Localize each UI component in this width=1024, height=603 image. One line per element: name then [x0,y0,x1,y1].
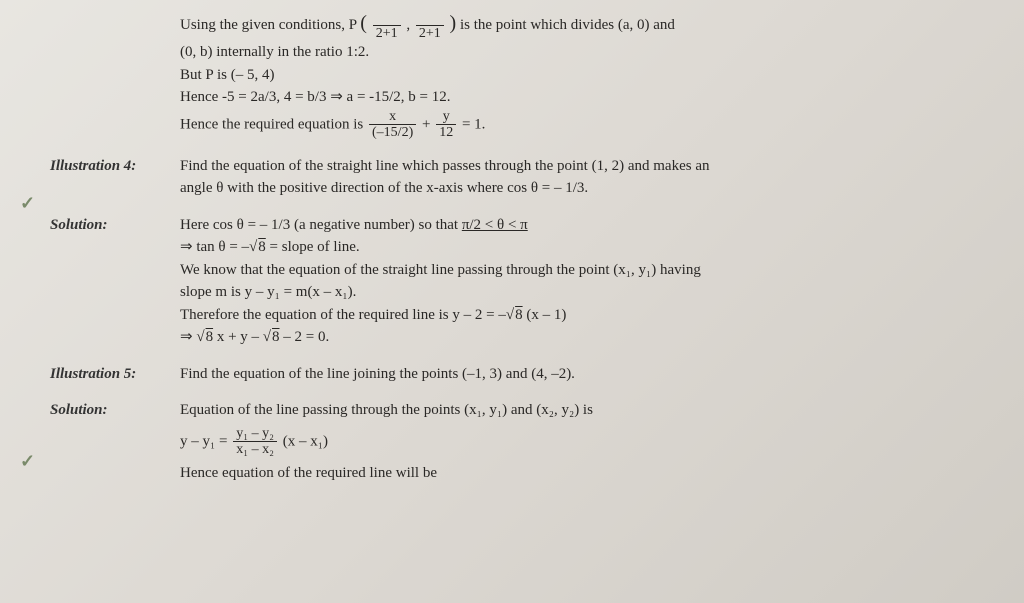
fraction: 2+1 [416,10,444,42]
sqrt: 8 [272,329,280,345]
text: y – y₁ = [180,433,231,449]
text-line: But P is (– 5, 4) [180,64,984,87]
solution-text: Here cos θ = – 1/3 (a negative number) s… [180,214,984,349]
text: x + y – √ [213,329,271,345]
tick-icon: ✓ [20,448,35,475]
illustration-4-header: Illustration 4: Find the equation of the… [50,155,984,200]
illustration-4-solution: Solution: Here cos θ = – 1/3 (a negative… [50,214,984,349]
solution-label: Solution: [50,399,180,484]
text: ⇒ tan θ = –√ [180,239,257,255]
fraction: y 12 [436,109,456,141]
range-text: π/2 < θ < π [462,217,528,233]
illustration-label: Illustration 4: [50,155,180,200]
fraction: 2+1 [373,10,401,42]
text-line: angle θ with the positive direction of t… [180,177,984,200]
text-line: Find the equation of the straight line w… [180,155,984,178]
text-line: Hence equation of the required line will… [180,462,984,485]
text: (x – 1) [523,307,567,323]
previous-solution-block: Using the given conditions, P ( 2+1 , 2+… [180,8,984,141]
text: Therefore the equation of the required l… [180,307,514,323]
tick-icon: ✓ [20,190,35,217]
text-line: Using the given conditions, P ( 2+1 , 2+… [180,8,984,41]
text: = 1. [462,116,485,132]
problem-text: Find the equation of the straight line w… [180,155,984,200]
solution-text: Equation of the line passing through the… [180,399,984,484]
text: Hence the required equation is [180,116,367,132]
text-line: Therefore the equation of the required l… [180,304,984,327]
text: + [422,116,434,132]
text-line: We know that the equation of the straigh… [180,259,984,282]
text-line: Equation of the line passing through the… [180,399,984,422]
text: is the point which divides (a, 0) and [460,17,675,33]
text: Here cos θ = – 1/3 (a negative number) s… [180,217,462,233]
text: – 2 = 0. [280,329,330,345]
sqrt: 8 [515,307,523,323]
text-line: Here cos θ = – 1/3 (a negative number) s… [180,214,984,237]
fraction: x (–15/2) [369,109,416,141]
text-line: ⇒ tan θ = –√8 = slope of line. [180,236,984,259]
illustration-5-solution: Solution: Equation of the line passing t… [50,399,984,484]
sqrt: 8 [258,239,266,255]
problem-text: Find the equation of the line joining th… [180,363,984,386]
text: = slope of line. [266,239,360,255]
illustration-5-header: Illustration 5: Find the equation of the… [50,363,984,386]
text-line: Hence -5 = 2a/3, 4 = b/3 ⇒ a = -15/2, b … [180,86,984,109]
illustration-label: Illustration 5: [50,363,180,386]
sqrt: 8 [206,329,214,345]
solution-label: Solution: [50,214,180,349]
text-line: (0, b) internally in the ratio 1:2. [180,41,984,64]
text-line: ⇒ √8 x + y – √8 – 2 = 0. [180,326,984,349]
text: Using the given conditions, P [180,17,357,33]
text-line: slope m is y – y₁ = m(x – x₁). [180,281,984,304]
equation-line: y – y₁ = y₁ – y₂ x₁ – x₂ (x – x₁) [180,426,984,458]
text: (x – x₁) [283,433,328,449]
fraction: y₁ – y₂ x₁ – x₂ [233,426,277,458]
text-line: Hence the required equation is x (–15/2)… [180,109,984,141]
text: ⇒ √ [180,329,205,345]
